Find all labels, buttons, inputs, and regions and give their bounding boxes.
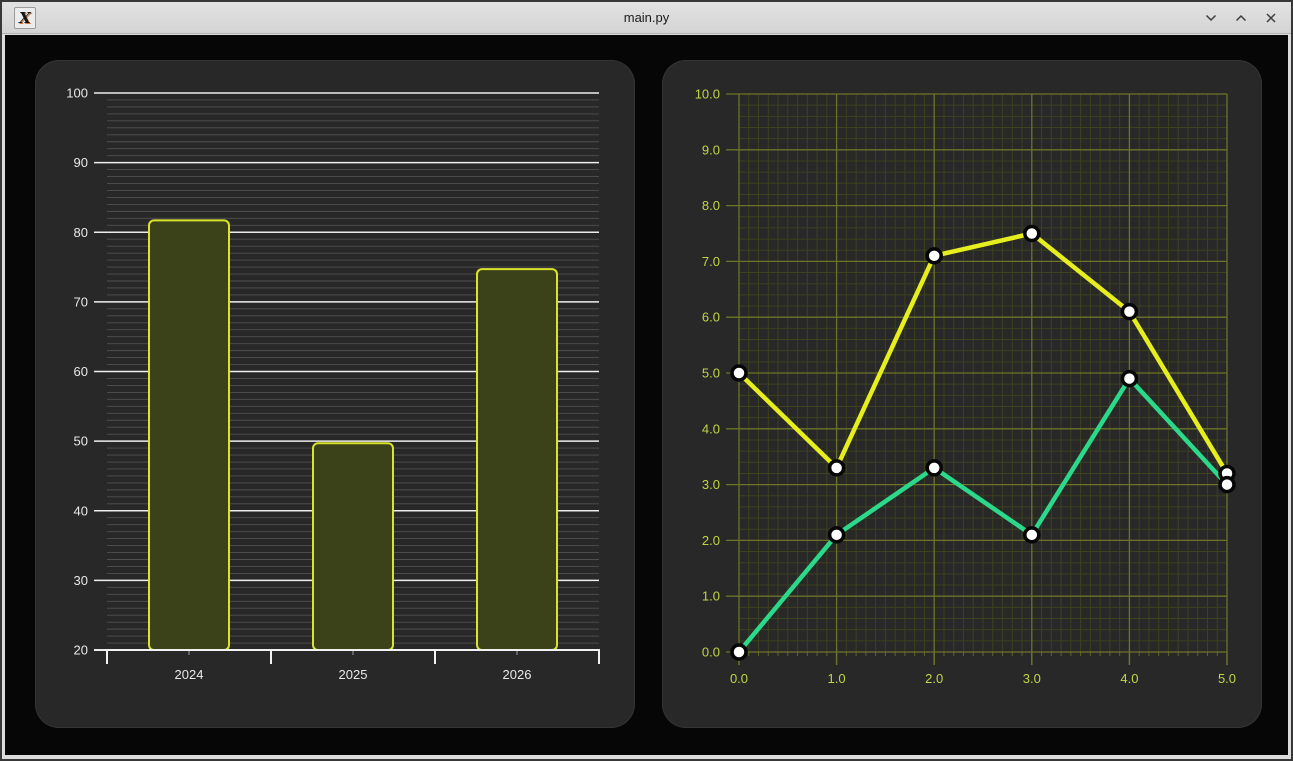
svg-text:5.0: 5.0: [702, 366, 720, 381]
svg-text:70: 70: [74, 294, 88, 309]
svg-text:2026: 2026: [503, 667, 532, 682]
svg-text:9.0: 9.0: [702, 142, 720, 157]
maximize-button[interactable]: [1231, 8, 1251, 28]
svg-text:8.0: 8.0: [702, 198, 720, 213]
svg-text:0.0: 0.0: [702, 645, 720, 660]
titlebar[interactable]: X main.py: [2, 2, 1291, 34]
svg-text:5.0: 5.0: [1218, 671, 1236, 686]
svg-text:7.0: 7.0: [702, 254, 720, 269]
svg-text:0.0: 0.0: [730, 671, 748, 686]
svg-text:30: 30: [74, 573, 88, 588]
svg-text:10.0: 10.0: [695, 87, 720, 102]
main-content: 20 30 40 50 60 70 80 90 100 2024 2025 2026 0.0 1.0 2.…: [5, 35, 1288, 755]
close-button[interactable]: [1261, 8, 1281, 28]
chevron-up-icon: [1233, 10, 1249, 26]
svg-text:6.0: 6.0: [702, 310, 720, 325]
svg-text:50: 50: [74, 434, 88, 449]
minimize-button[interactable]: [1201, 8, 1221, 28]
svg-text:1.0: 1.0: [702, 589, 720, 604]
svg-text:3.0: 3.0: [1023, 671, 1041, 686]
line-chart-panel: 0.0 1.0 2.0 3.0 4.0 5.0 0.0 1.0 2.0 3.0 4.0 5.0 6.0 7…: [662, 60, 1262, 728]
svg-text:2025: 2025: [339, 667, 368, 682]
svg-text:4.0: 4.0: [1120, 671, 1138, 686]
chevron-down-icon: [1203, 10, 1219, 26]
svg-text:40: 40: [74, 503, 88, 518]
svg-text:80: 80: [74, 225, 88, 240]
svg-text:3.0: 3.0: [702, 477, 720, 492]
svg-text:4.0: 4.0: [702, 421, 720, 436]
x11-logo-icon: X: [14, 7, 36, 29]
window-title: main.py: [623, 10, 670, 25]
svg-text:1.0: 1.0: [828, 671, 846, 686]
bar-chart-panel: 20 30 40 50 60 70 80 90 100 2024 2025 2026: [35, 60, 635, 728]
close-x-icon: [1263, 10, 1279, 26]
window-controls: [1201, 2, 1281, 34]
svg-text:2024: 2024: [175, 667, 204, 682]
svg-text:90: 90: [74, 155, 88, 170]
svg-text:2.0: 2.0: [925, 671, 943, 686]
svg-text:2.0: 2.0: [702, 533, 720, 548]
svg-text:60: 60: [74, 364, 88, 379]
svg-text:20: 20: [74, 643, 88, 658]
svg-text:100: 100: [66, 86, 88, 101]
